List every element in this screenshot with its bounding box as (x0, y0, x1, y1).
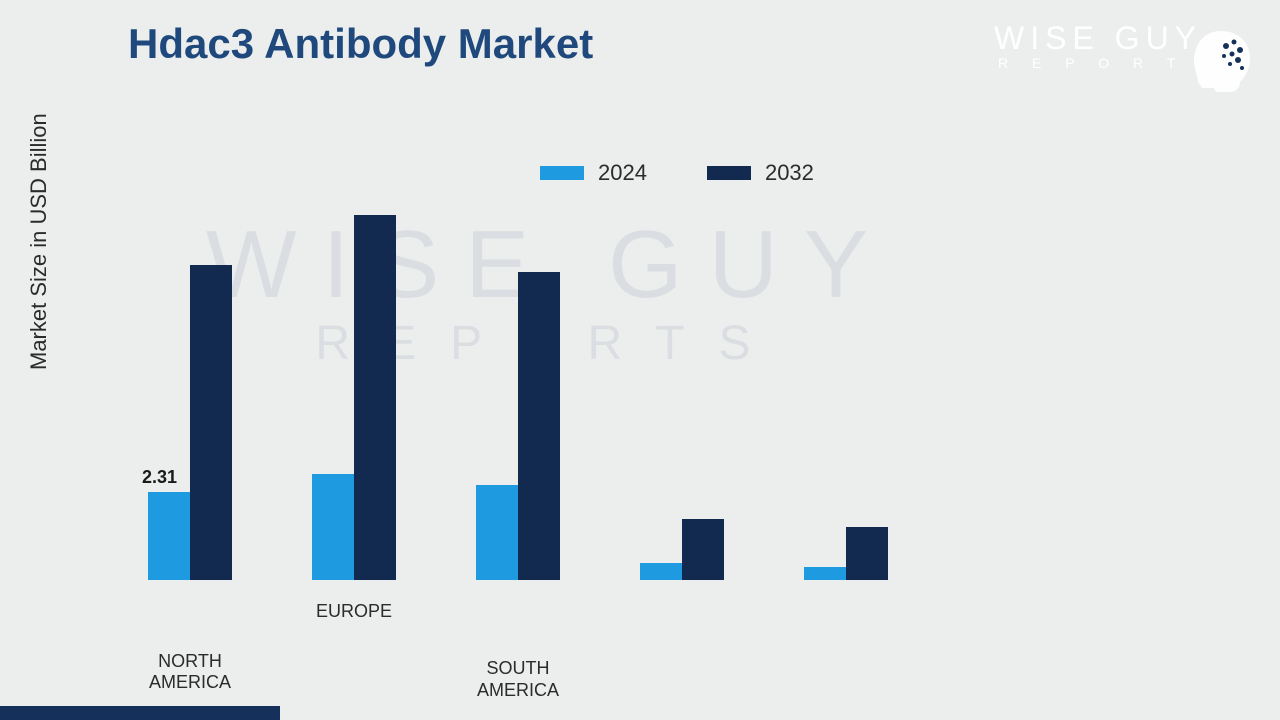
bar-group: NORTHAMERICA2.31 (130, 265, 250, 580)
category-label: EUROPE (284, 601, 424, 623)
legend-swatch-2032 (707, 166, 751, 180)
legend-item-2032: 2032 (707, 160, 814, 186)
legend-item-2024: 2024 (540, 160, 647, 186)
legend-swatch-2024 (540, 166, 584, 180)
bar (846, 527, 888, 580)
legend-label-2024: 2024 (598, 160, 647, 186)
bar (148, 492, 190, 580)
legend: 2024 2032 (540, 160, 814, 186)
bar (640, 563, 682, 580)
brand-logo: WISE GUY R E P O R T S (994, 20, 1250, 100)
bar-group: EUROPE (294, 215, 414, 580)
bar (354, 215, 396, 580)
bar-value-label: 2.31 (142, 467, 177, 488)
legend-label-2032: 2032 (765, 160, 814, 186)
bar-chart: NORTHAMERICA2.31 EUROPE SOUTHAMERICA ASIAPA… (110, 200, 950, 580)
bar (518, 272, 560, 580)
bar (312, 474, 354, 580)
bar (476, 485, 518, 580)
category-label: NORTHAMERICA (120, 651, 260, 694)
bar (682, 519, 724, 580)
brand-head-icon (1186, 26, 1256, 96)
bottom-accent-bar (0, 706, 280, 720)
bar-group: MIDDLEEASTANDAFRICA (786, 527, 906, 580)
bar (190, 265, 232, 580)
y-axis-label: Market Size in USD Billion (26, 113, 52, 370)
bar (804, 567, 846, 580)
stage: WISE GUY R E P O R T S WISE GUY REPORTS … (0, 0, 1280, 720)
bar-group: ASIAPACIFIC (622, 519, 742, 580)
chart-title: Hdac3 Antibody Market (128, 20, 593, 68)
category-label: SOUTHAMERICA (448, 658, 588, 701)
bar-group: SOUTHAMERICA (458, 272, 578, 580)
